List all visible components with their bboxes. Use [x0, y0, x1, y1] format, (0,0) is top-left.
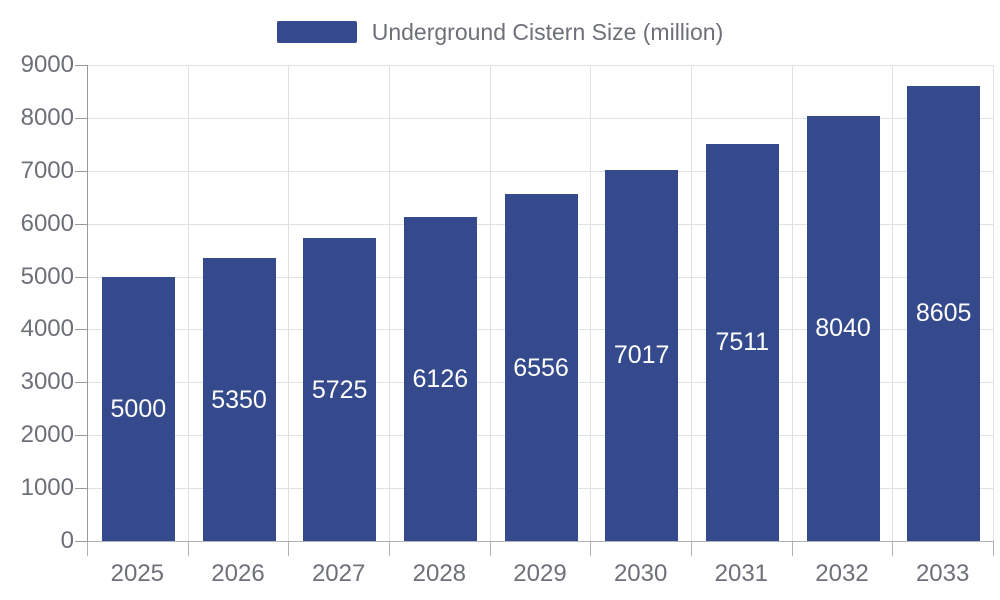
- y-axis-tick-label: 9000: [20, 51, 74, 78]
- y-axis-tick-mark: [75, 65, 87, 66]
- bar-value-label: 5350: [211, 385, 267, 414]
- x-axis-tick-label: 2025: [110, 560, 165, 587]
- bar[interactable]: [705, 143, 779, 541]
- x-axis-tick-mark: [691, 542, 692, 556]
- bar-value-label: 8605: [915, 299, 972, 328]
- bar[interactable]: [605, 169, 679, 541]
- x-gridline: [892, 65, 894, 541]
- x-axis-tick-label: 2033: [915, 560, 970, 587]
- x-axis-tick-label: 2026: [211, 560, 265, 587]
- plot-area: 5000 5350 5725 6126 6556 7017 7511 8040 8605: [87, 65, 994, 542]
- bar-value-label: 5725: [311, 375, 368, 404]
- x-axis-tick-label: 2031: [714, 560, 769, 587]
- y-axis-tick-mark: [75, 541, 87, 542]
- x-gridline: [791, 65, 793, 541]
- bar-value-label: 8040: [815, 314, 871, 343]
- bar-value-label: 7017: [613, 341, 670, 370]
- bar[interactable]: [202, 258, 276, 541]
- y-axis-tick-mark: [75, 329, 87, 331]
- x-axis-tick-mark: [791, 542, 793, 556]
- y-axis-tick-label: 2000: [20, 421, 74, 449]
- x-axis-tick-mark: [993, 542, 994, 556]
- x-axis-tick-label: 2032: [815, 560, 869, 587]
- bar[interactable]: [303, 238, 377, 541]
- legend-label: Underground Cistern Size (million): [371, 18, 724, 45]
- x-axis-tick-mark: [389, 542, 390, 556]
- y-axis-tick-mark: [75, 382, 87, 384]
- bar-value-label: 7511: [715, 328, 770, 357]
- y-axis-tick-label: 0: [60, 527, 74, 554]
- y-axis-tick-label: 5000: [20, 262, 74, 290]
- bar[interactable]: [403, 217, 477, 541]
- y-axis-tick-label: 7000: [20, 156, 74, 184]
- legend-swatch-icon: [276, 21, 357, 43]
- x-axis-tick-mark: [489, 542, 491, 556]
- y-axis-tick-label: 8000: [20, 103, 74, 131]
- x-axis-tick-mark: [590, 542, 592, 556]
- y-axis-tick-label: 4000: [20, 315, 74, 343]
- x-gridline: [590, 65, 592, 541]
- x-axis-tick-mark: [288, 542, 290, 556]
- x-axis-tick-label: 2030: [613, 560, 668, 587]
- bar[interactable]: [101, 276, 175, 541]
- y-gridline: [88, 170, 994, 172]
- x-gridline: [993, 65, 994, 541]
- x-axis-tick-label: 2029: [513, 560, 567, 587]
- y-axis-tick-mark: [75, 170, 87, 172]
- y-gridline: [88, 117, 994, 119]
- y-axis-tick-mark: [75, 117, 87, 119]
- bar-value-label: 5000: [110, 394, 167, 423]
- x-axis-tick-label: 2028: [412, 560, 467, 587]
- y-axis-tick-mark: [75, 223, 87, 225]
- y-axis-tick-mark: [75, 435, 87, 437]
- x-gridline: [187, 65, 189, 541]
- y-axis-tick-mark: [75, 488, 87, 490]
- x-gridline: [691, 65, 692, 541]
- y-gridline: [88, 65, 994, 66]
- legend[interactable]: Underground Cistern Size (million): [0, 18, 1000, 46]
- x-axis-tick-mark: [187, 542, 189, 556]
- x-gridline: [389, 65, 390, 541]
- x-gridline: [489, 65, 491, 541]
- bar-value-label: 6556: [513, 353, 569, 382]
- bar-value-label: 6126: [412, 365, 469, 393]
- bar[interactable]: [806, 115, 880, 541]
- x-gridline: [288, 65, 290, 541]
- y-axis-tick-mark: [75, 276, 87, 278]
- bar[interactable]: [504, 194, 578, 541]
- y-axis-tick-label: 3000: [20, 368, 74, 396]
- x-axis-tick-mark: [892, 542, 894, 556]
- x-axis-tick-mark: [87, 542, 88, 556]
- y-axis-tick-label: 1000: [20, 474, 74, 502]
- y-axis-tick-label: 6000: [20, 209, 74, 237]
- x-axis-tick-label: 2027: [311, 560, 366, 587]
- bar[interactable]: [907, 85, 981, 541]
